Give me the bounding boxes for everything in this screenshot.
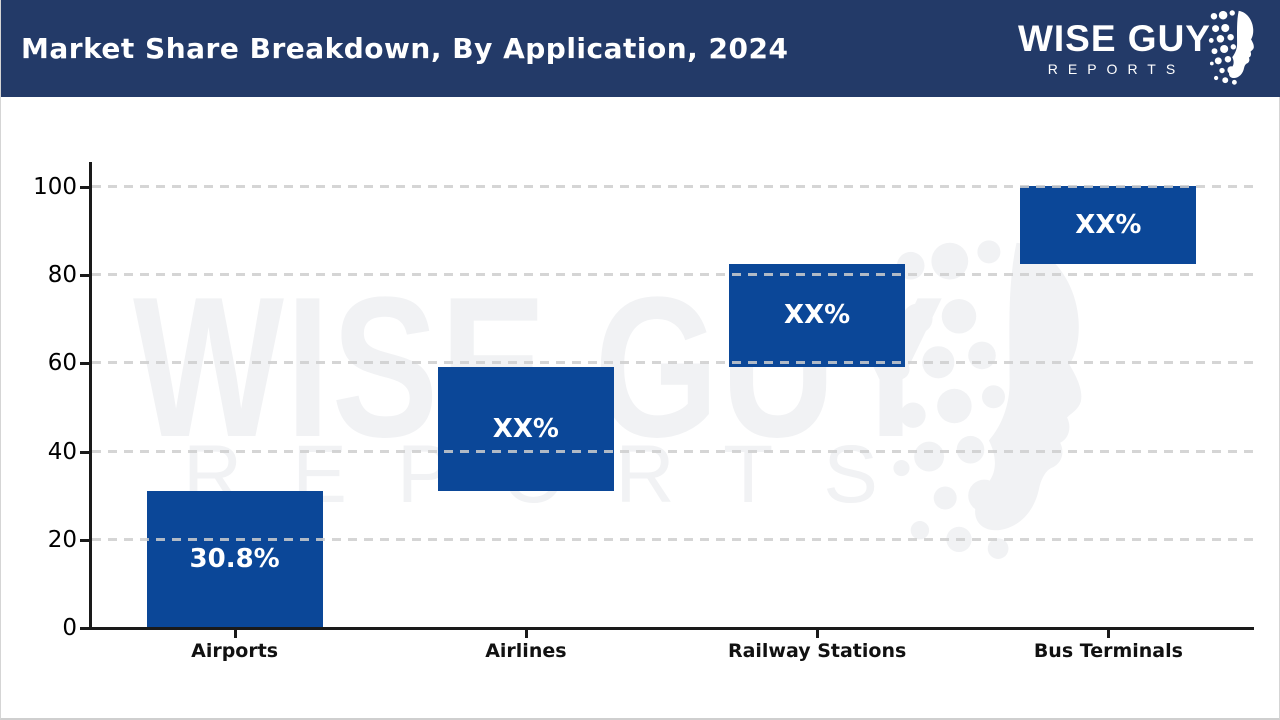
y-tick-label: 60 [47,350,77,377]
y-tick-100 [80,186,89,189]
chart-title: Market Share Breakdown, By Application, … [21,32,789,65]
bar-airlines [437,366,614,492]
y-tick-label: 40 [47,438,77,465]
brand-logo: WISE GUY REPORTS [1018,0,1267,97]
x-category-label: Railway Stations [727,640,907,662]
gridline-60 [92,361,1254,365]
y-tick-20 [80,538,89,542]
y-tick-0 [80,627,89,630]
y-tick-label: 80 [47,262,77,289]
x-axis-line [89,627,1254,630]
gridline-40 [92,449,1254,453]
x-tick-4 [1107,630,1111,638]
x-category-label: Airlines [485,640,567,662]
header-bar: Market Share Breakdown, By Application, … [1,0,1280,97]
brand-wordmark: WISE GUY [1017,18,1211,59]
y-tick-60 [80,362,89,366]
gridline-100 [92,185,1254,188]
bar-airports [146,491,323,627]
bar-railway-stations [729,264,906,367]
brand-face-icon [1208,9,1254,85]
x-tick-3 [816,630,820,638]
bar-value-label: XX% [1075,210,1142,241]
y-tick-label: 20 [47,526,77,553]
x-category-label: Bus Terminals [1033,640,1183,662]
y-tick-80 [80,274,89,278]
y-tick-label: 0 [62,615,77,641]
brand-logo-text: WISE GUY REPORTS [1018,20,1211,77]
y-tick-label: 100 [33,174,77,200]
gridline-20 [92,537,1254,541]
y-tick-40 [80,450,89,454]
gridline-80 [92,273,1254,277]
x-tick-1 [233,630,237,638]
bar-value-label: 30.8% [189,544,280,575]
x-tick-2 [524,630,528,638]
bar-value-label: XX% [492,413,559,444]
bar-value-label: XX% [784,300,851,331]
y-axis-line [89,162,92,630]
x-category-label: Airports [191,640,279,662]
brand-reports-text: REPORTS [1047,61,1186,77]
